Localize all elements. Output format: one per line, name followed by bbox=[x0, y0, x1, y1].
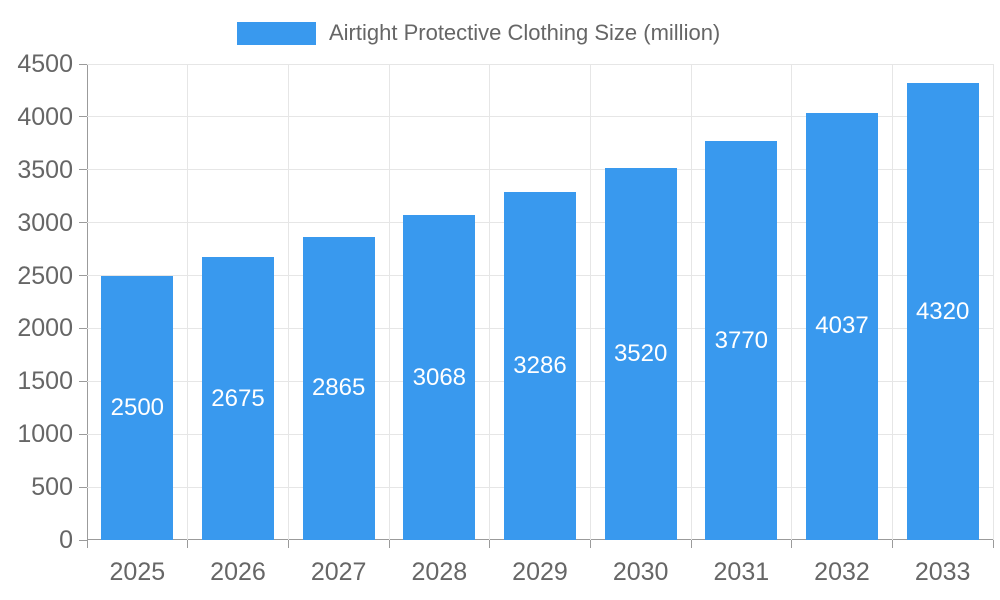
x-axis-tick bbox=[86, 540, 88, 548]
x-gridline bbox=[791, 64, 793, 540]
bar bbox=[101, 275, 174, 540]
y-gridline bbox=[87, 116, 993, 118]
x-gridline bbox=[489, 64, 491, 540]
y-axis-tick bbox=[79, 222, 87, 224]
bar bbox=[202, 257, 274, 540]
bar bbox=[302, 236, 375, 540]
bar-value-label: 3286 bbox=[513, 352, 567, 380]
y-axis-tick bbox=[79, 169, 87, 171]
bar bbox=[906, 83, 979, 540]
bar-value-label: 3520 bbox=[613, 339, 668, 367]
bar-value-label: 4037 bbox=[815, 312, 869, 340]
x-axis-tick-label: 2033 bbox=[914, 558, 971, 586]
y-axis-tick bbox=[79, 433, 87, 435]
y-axis-tick-label: 3500 bbox=[17, 155, 73, 184]
x-axis-tick bbox=[791, 540, 793, 548]
legend-swatch bbox=[237, 21, 316, 45]
x-gridline bbox=[187, 64, 189, 540]
bar-value-label: 2865 bbox=[311, 374, 366, 402]
y-gridline bbox=[87, 169, 993, 171]
x-axis-tick-label: 2029 bbox=[512, 558, 568, 586]
y-axis-tick bbox=[79, 327, 87, 329]
bar bbox=[604, 167, 677, 540]
y-axis-tick-label: 4500 bbox=[17, 50, 73, 78]
bar-value-label: 2675 bbox=[211, 384, 265, 412]
x-axis-tick bbox=[187, 540, 189, 548]
legend-label: Airtight Protective Clothing Size (milli… bbox=[329, 20, 721, 45]
y-axis-tick-label: 2000 bbox=[17, 314, 73, 343]
bar-value-label: 2500 bbox=[110, 393, 165, 421]
y-axis-tick-label: 1000 bbox=[17, 420, 73, 449]
y-axis-tick-label: 500 bbox=[31, 473, 73, 502]
x-axis-tick-label: 2026 bbox=[210, 558, 266, 586]
y-axis-tick-label: 4000 bbox=[17, 102, 73, 131]
y-axis-line bbox=[87, 64, 88, 540]
y-axis-tick-label: 2500 bbox=[17, 261, 73, 290]
bar bbox=[403, 215, 476, 540]
x-axis-tick-label: 2031 bbox=[713, 558, 770, 586]
y-axis-tick bbox=[79, 380, 87, 382]
x-axis-tick bbox=[589, 540, 591, 548]
x-axis-tick-label: 2030 bbox=[612, 558, 669, 586]
x-axis-tick bbox=[388, 540, 390, 548]
y-gridline bbox=[87, 63, 993, 65]
x-gridline bbox=[891, 64, 893, 540]
y-axis-tick bbox=[79, 275, 87, 277]
y-axis-tick-label: 1500 bbox=[17, 367, 73, 396]
y-axis-tick-label: 0 bbox=[59, 526, 73, 554]
plot-area: 0 500 1000 1500 2000 2500 3000 3500 4000 4500 2500… bbox=[17, 50, 994, 586]
bar-value-label: 3770 bbox=[714, 326, 769, 354]
x-axis-tick bbox=[690, 540, 692, 548]
x-axis-tick-label: 2032 bbox=[814, 558, 870, 586]
x-axis-tick-label: 2027 bbox=[310, 558, 367, 586]
x-axis-tick bbox=[891, 540, 893, 548]
x-axis-tick bbox=[992, 540, 994, 548]
bar-value-label: 4320 bbox=[915, 297, 970, 325]
bar bbox=[705, 141, 778, 540]
x-gridline bbox=[287, 64, 289, 540]
y-axis-tick bbox=[79, 116, 87, 118]
y-axis-tick bbox=[79, 486, 87, 488]
bar-value-label: 3068 bbox=[412, 363, 467, 391]
y-axis-tick bbox=[79, 539, 87, 541]
x-axis-tick bbox=[489, 540, 491, 548]
x-gridline bbox=[992, 64, 994, 540]
x-gridline bbox=[388, 64, 390, 540]
y-axis-tick bbox=[79, 63, 87, 65]
x-axis-tick-label: 2025 bbox=[109, 558, 166, 586]
bar bbox=[806, 112, 878, 540]
x-axis-tick bbox=[287, 540, 289, 548]
x-axis-tick-label: 2028 bbox=[411, 558, 468, 586]
y-axis-tick-label: 3000 bbox=[17, 208, 73, 237]
bar bbox=[504, 192, 576, 540]
x-gridline bbox=[589, 64, 591, 540]
legend-item[interactable]: Airtight Protective Clothing Size (milli… bbox=[237, 20, 720, 46]
x-gridline bbox=[690, 64, 692, 540]
